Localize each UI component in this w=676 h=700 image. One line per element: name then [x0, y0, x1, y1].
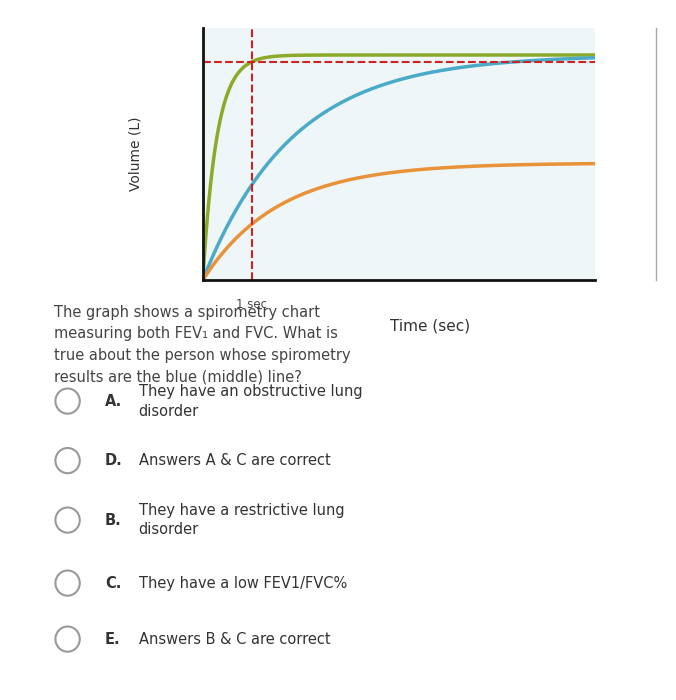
Text: They have a low FEV1/FVC%: They have a low FEV1/FVC% [139, 575, 347, 591]
Text: They have an obstructive lung
disorder: They have an obstructive lung disorder [139, 384, 362, 419]
Text: B.: B. [105, 512, 122, 528]
Text: D.: D. [105, 453, 122, 468]
Text: Volume (L): Volume (L) [128, 117, 142, 191]
Text: C.: C. [105, 575, 121, 591]
Text: A.: A. [105, 393, 122, 409]
Text: 1 sec: 1 sec [237, 298, 267, 311]
Text: Answers A & C are correct: Answers A & C are correct [139, 453, 331, 468]
Text: Time (sec): Time (sec) [390, 318, 470, 333]
Text: Answers B & C are correct: Answers B & C are correct [139, 631, 330, 647]
Text: They have a restrictive lung
disorder: They have a restrictive lung disorder [139, 503, 344, 538]
Text: E.: E. [105, 631, 120, 647]
Text: The graph shows a spirometry chart
measuring both FEV₁ and FVC. What is
true abo: The graph shows a spirometry chart measu… [54, 304, 351, 384]
